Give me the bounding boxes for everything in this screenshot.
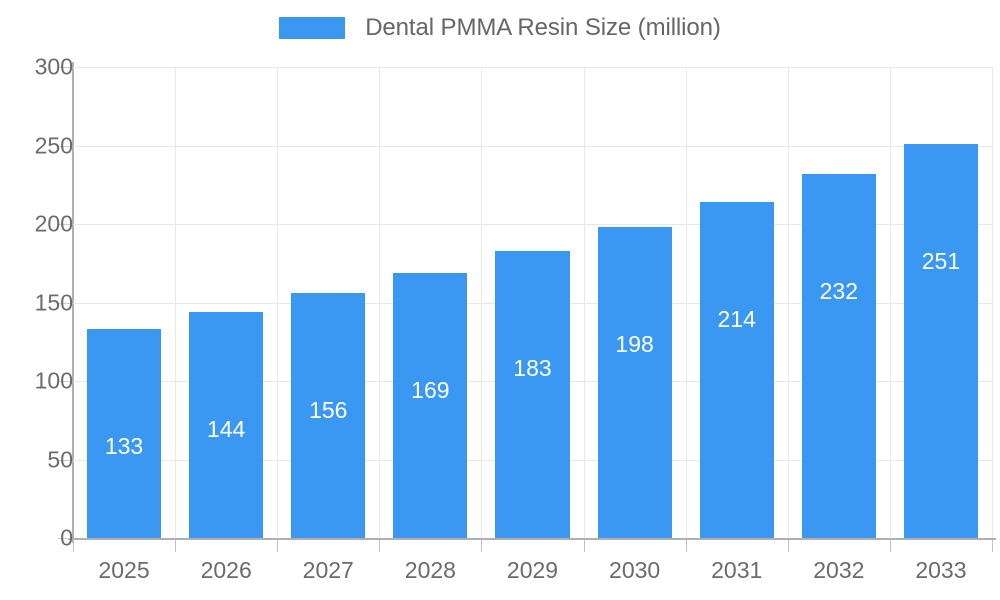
bar-value-label: 144 [206,415,246,442]
y-axis-tick-label: 250 [34,132,73,158]
y-axis-tick-mark [58,145,72,147]
y-axis-tick-label: 200 [34,210,73,237]
bar[interactable]: 169 [393,272,468,538]
bar[interactable]: 183 [495,250,570,538]
gridline-vertical [686,67,687,538]
gridline-horizontal [73,67,992,68]
bar[interactable]: 156 [291,293,366,538]
gridline-vertical [481,67,482,538]
gridline-horizontal [73,224,992,225]
y-axis-tick-mark [58,538,72,539]
bar-value-label: 232 [819,277,858,304]
bar[interactable]: 214 [699,202,774,538]
y-axis-tick-label: 0 [60,524,73,551]
gridline-vertical [175,67,176,538]
y-axis-tick-label: 150 [34,289,73,315]
gridline-vertical [379,67,380,538]
x-axis-line [68,538,996,540]
gridline-vertical [992,67,993,538]
plot-area: 133 144 156 169 183 198 214 232 251 [73,67,993,538]
bar-value-label: 133 [104,433,144,460]
x-axis-tick-label: 2025 [98,557,150,583]
x-axis-tick-mark [788,540,789,552]
bar[interactable]: 144 [189,311,264,538]
x-axis-tick-mark [175,540,176,552]
legend-color-swatch-icon [279,17,346,39]
bar-value-label: 214 [717,306,756,333]
bar-value-label: 183 [513,354,552,381]
x-axis-tick-label: 2032 [813,557,865,583]
x-axis-tick-mark [73,540,74,552]
y-axis-tick-mark [58,67,72,68]
x-axis-tick-label: 2028 [404,557,456,583]
y-axis-tick-label: 300 [34,53,73,80]
chart-legend: Dental PMMA Resin Size (million) [0,0,1000,56]
bar[interactable]: 232 [801,173,876,538]
bar[interactable]: 198 [597,227,672,538]
x-axis-tick-label: 2031 [711,557,763,583]
gridline-vertical [277,67,278,538]
y-axis-tick-mark [58,381,72,382]
y-axis-tick-mark [58,302,72,304]
x-axis-tick-mark [277,540,278,552]
gridline-horizontal [73,145,992,147]
x-axis-tick-mark [481,540,482,552]
bar[interactable]: 133 [87,329,162,538]
x-axis-tick-label: 2026 [200,557,252,583]
y-axis-tick-mark [58,224,72,225]
x-axis-tick-mark [890,540,891,552]
bar-value-label: 251 [921,247,961,274]
x-axis-tick-mark [992,540,993,552]
y-axis-tick-mark [58,459,72,461]
legend-item-dental-pmma-resin-size[interactable]: Dental PMMA Resin Size (million) [279,14,721,42]
bar-value-label: 156 [309,397,348,424]
gridline-vertical [890,67,891,538]
x-axis-tick-label: 2029 [506,557,559,583]
x-axis-tick-label: 2030 [609,557,661,583]
x-axis-tick-mark [686,540,687,552]
x-axis-tick-mark [584,540,585,552]
bar[interactable]: 251 [903,143,978,538]
bar-value-label: 169 [411,376,450,403]
bar-value-label: 198 [615,331,654,358]
x-axis-tick-label: 2027 [302,557,354,583]
gridline-vertical [584,67,585,538]
y-axis-tick-label: 100 [34,367,73,394]
y-axis-tick-label: 50 [47,446,73,472]
legend-item-label: Dental PMMA Resin Size (million) [365,14,721,41]
x-axis-tick-label: 2033 [915,557,967,583]
gridline-vertical [788,67,789,538]
x-axis-tick-mark [379,540,380,552]
